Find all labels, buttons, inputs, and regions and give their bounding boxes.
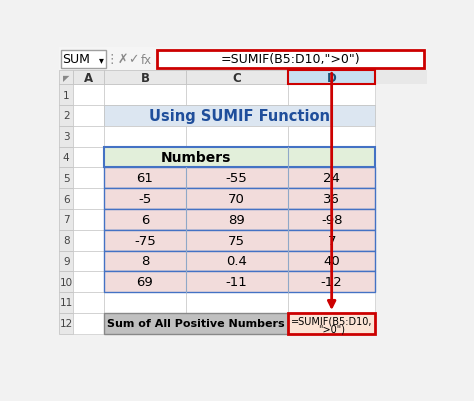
- Bar: [104, 106, 375, 126]
- Bar: [104, 209, 375, 230]
- Text: B: B: [140, 72, 149, 85]
- Text: 7: 7: [328, 234, 336, 247]
- Text: -11: -11: [226, 275, 247, 288]
- Text: 8: 8: [141, 255, 149, 268]
- Text: 6: 6: [63, 194, 70, 204]
- Bar: [288, 85, 375, 106]
- Bar: [186, 292, 288, 313]
- Bar: [104, 251, 375, 271]
- Text: 36: 36: [323, 192, 340, 206]
- Text: ▾: ▾: [99, 55, 103, 65]
- Bar: [59, 271, 73, 292]
- Text: 2: 2: [63, 111, 70, 121]
- Bar: [104, 313, 288, 334]
- Bar: [59, 313, 73, 334]
- Bar: [59, 230, 73, 251]
- Text: 24: 24: [323, 172, 340, 185]
- Text: 69: 69: [137, 275, 153, 288]
- Bar: [73, 271, 104, 292]
- Bar: [186, 126, 288, 147]
- Bar: [73, 313, 104, 334]
- Bar: [73, 85, 104, 106]
- Bar: [59, 106, 73, 126]
- Bar: [73, 147, 104, 168]
- Text: -75: -75: [134, 234, 156, 247]
- Bar: [59, 71, 427, 85]
- Text: 6: 6: [141, 213, 149, 226]
- Bar: [59, 48, 427, 71]
- Bar: [104, 189, 375, 209]
- Bar: [59, 168, 73, 189]
- Text: SUM: SUM: [63, 53, 90, 66]
- Bar: [104, 85, 186, 106]
- Text: 9: 9: [63, 256, 70, 266]
- Bar: [73, 106, 104, 126]
- Text: fx: fx: [140, 54, 152, 67]
- Text: 12: 12: [60, 318, 73, 328]
- Text: 89: 89: [228, 213, 245, 226]
- Bar: [59, 292, 73, 313]
- Bar: [288, 71, 375, 85]
- Bar: [288, 313, 375, 334]
- Text: ">0"): ">0"): [318, 324, 345, 334]
- Text: 11: 11: [60, 298, 73, 308]
- Text: 1: 1: [63, 90, 70, 100]
- Bar: [157, 51, 423, 69]
- Bar: [288, 126, 375, 147]
- Text: 40: 40: [323, 255, 340, 268]
- Text: ✓: ✓: [128, 53, 139, 66]
- Text: 75: 75: [228, 234, 245, 247]
- Bar: [104, 168, 375, 189]
- Text: ✗: ✗: [118, 53, 128, 66]
- Text: 4: 4: [63, 153, 70, 162]
- Text: -5: -5: [138, 192, 152, 206]
- Bar: [73, 209, 104, 230]
- Bar: [104, 147, 375, 168]
- Bar: [73, 292, 104, 313]
- Bar: [104, 292, 186, 313]
- Text: 10: 10: [60, 277, 73, 287]
- Bar: [73, 189, 104, 209]
- Bar: [104, 126, 186, 147]
- Text: Sum of All Positive Numbers: Sum of All Positive Numbers: [107, 318, 285, 328]
- Text: ⋮: ⋮: [106, 53, 118, 66]
- Bar: [59, 85, 73, 106]
- Bar: [104, 230, 375, 251]
- Text: 70: 70: [228, 192, 245, 206]
- Text: 61: 61: [137, 172, 153, 185]
- Bar: [73, 71, 104, 85]
- Bar: [59, 209, 73, 230]
- Bar: [186, 71, 288, 85]
- Bar: [61, 51, 106, 69]
- Bar: [59, 126, 73, 147]
- Text: -55: -55: [226, 172, 247, 185]
- Text: 5: 5: [63, 173, 70, 183]
- Text: -98: -98: [321, 213, 342, 226]
- Bar: [186, 85, 288, 106]
- Text: -12: -12: [321, 275, 343, 288]
- Text: C: C: [232, 72, 241, 85]
- Bar: [73, 126, 104, 147]
- Bar: [73, 230, 104, 251]
- Text: D: D: [327, 72, 337, 85]
- Bar: [73, 168, 104, 189]
- Text: 7: 7: [63, 215, 70, 225]
- Text: =SUMIF(B5:D10,: =SUMIF(B5:D10,: [291, 316, 373, 325]
- Text: 0.4: 0.4: [226, 255, 247, 268]
- Text: Using SUMIF Function: Using SUMIF Function: [149, 109, 330, 124]
- Text: =SUMIF(B5:D10,">0"): =SUMIF(B5:D10,">0"): [220, 53, 360, 66]
- Text: 3: 3: [63, 132, 70, 142]
- Text: A: A: [84, 72, 93, 85]
- Bar: [59, 147, 73, 168]
- Bar: [73, 251, 104, 271]
- Bar: [288, 292, 375, 313]
- Bar: [104, 271, 375, 292]
- Text: 8: 8: [63, 235, 70, 245]
- Bar: [59, 71, 73, 85]
- Text: Numbers: Numbers: [161, 151, 231, 164]
- Bar: [104, 71, 186, 85]
- Bar: [59, 251, 73, 271]
- Bar: [59, 189, 73, 209]
- Text: ◤: ◤: [63, 74, 70, 83]
